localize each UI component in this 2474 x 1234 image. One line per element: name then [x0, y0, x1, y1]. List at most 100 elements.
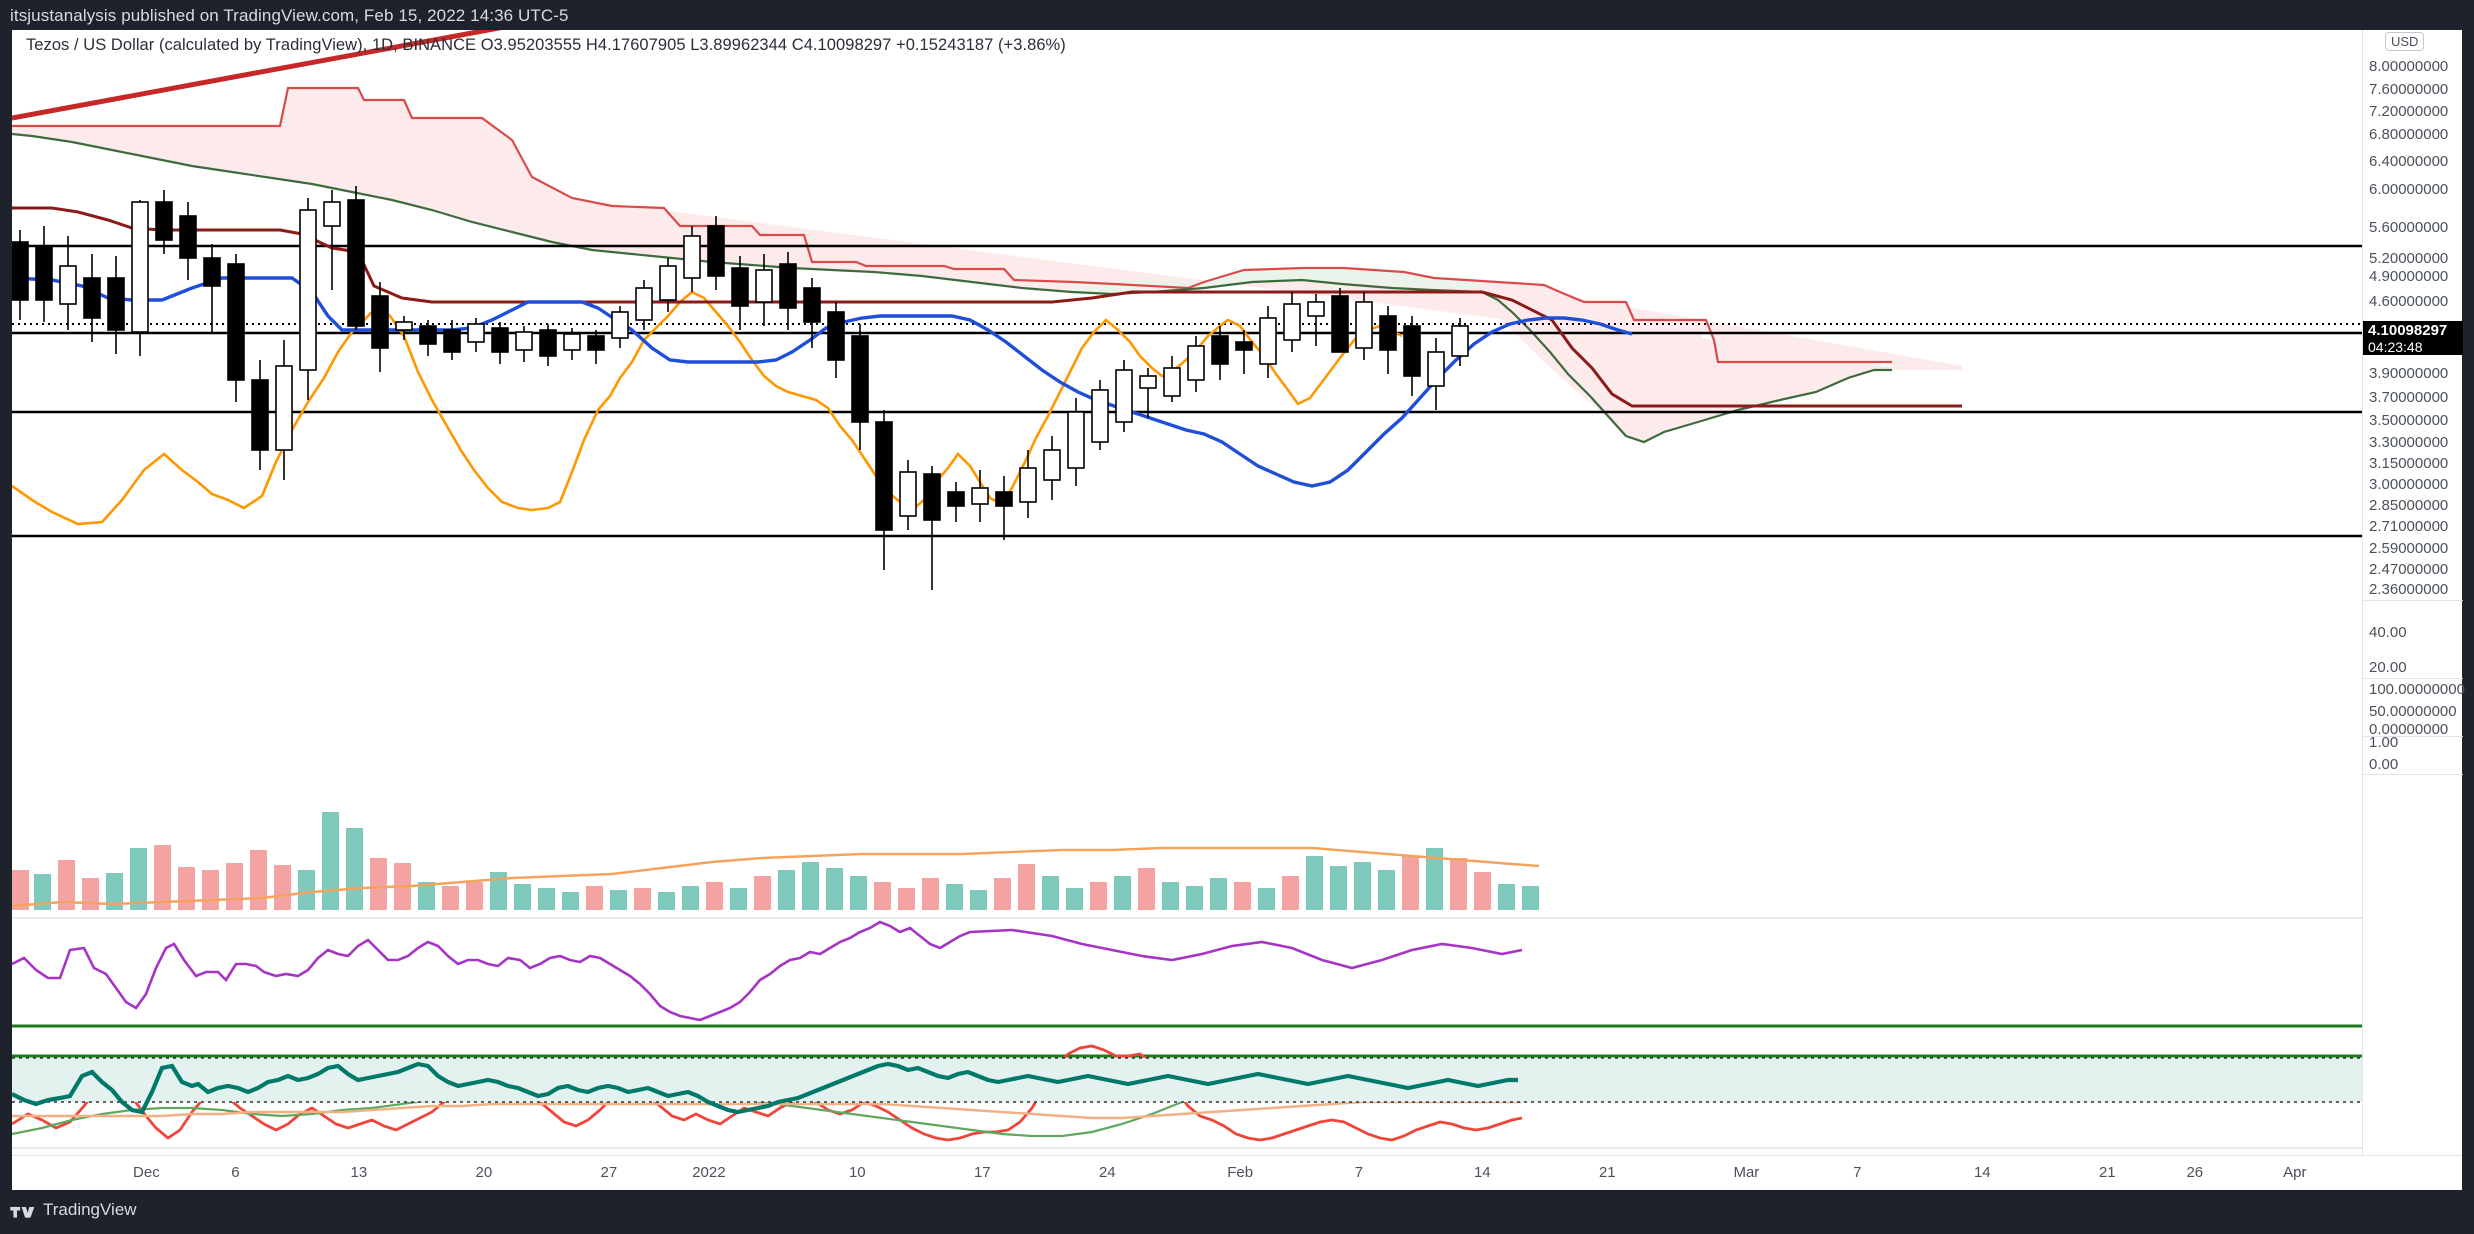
candle	[1067, 398, 1085, 486]
volume-bar	[490, 872, 507, 910]
current-price-value: 4.10098297	[2368, 322, 2448, 339]
candle	[707, 216, 725, 290]
price-scale-label: 3.15000000	[2369, 455, 2449, 472]
volume-bar	[298, 870, 315, 910]
candle	[1427, 338, 1445, 410]
candle	[275, 340, 293, 480]
price-scale-label: 2.36000000	[2369, 581, 2449, 598]
volume-bar	[1162, 882, 1179, 910]
descending-trendline	[12, 30, 502, 121]
volume-bar	[586, 886, 603, 910]
volume-bar	[82, 878, 99, 910]
candle	[779, 252, 797, 330]
candle	[611, 306, 629, 348]
chikou-span-line	[12, 290, 1403, 526]
kumo-region-right	[1480, 281, 1962, 370]
oscillator-line	[12, 1061, 1518, 1115]
volume-pane	[12, 812, 2362, 919]
kumo-band-main	[12, 88, 1892, 442]
tenkan-sen-line	[12, 276, 1633, 488]
volume-bar	[994, 878, 1011, 910]
volume-bar	[778, 870, 795, 910]
candle	[971, 470, 989, 522]
price-scale-label: 3.00000000	[2369, 476, 2449, 493]
volume-bar	[1354, 862, 1371, 910]
candle	[995, 476, 1013, 540]
candle	[803, 278, 821, 348]
volume-bar	[1114, 876, 1131, 910]
candle	[1115, 360, 1133, 432]
candle	[371, 282, 389, 372]
candle	[539, 324, 557, 366]
currency-badge: USD	[2385, 32, 2425, 51]
time-scale[interactable]: Dec 6 13 20 27 2022 10 17 24 Feb 7 14 21 Mar 7 14 21 26 Ap…	[12, 1155, 2462, 1190]
volume-bar	[922, 878, 939, 910]
candle	[635, 280, 653, 330]
price-scale-label: 2.71000000	[2369, 518, 2449, 535]
volume-bar	[850, 876, 867, 910]
candle	[875, 410, 893, 570]
volume-bar	[514, 884, 531, 910]
price-scale[interactable]: USD 8.00000000 7.60000000 7.20000000 6.8000…	[2362, 30, 2465, 1190]
volume-bar	[1018, 864, 1035, 910]
volume-bar	[1090, 882, 1107, 910]
candle	[59, 236, 77, 330]
volume-bar	[802, 862, 819, 910]
candle	[227, 254, 245, 402]
price-scale-label: 0.00000000	[2369, 721, 2449, 738]
candle	[1379, 306, 1397, 374]
time-scale-label: 7	[1354, 1164, 1364, 1181]
time-scale-label: Mar	[1733, 1164, 1760, 1181]
volume-bar	[1186, 886, 1203, 910]
candle	[155, 190, 173, 254]
time-scale-label: 14	[1473, 1164, 1491, 1181]
price-scale-divider	[2363, 600, 2463, 601]
tradingview-logo[interactable]: TradingView	[10, 1200, 137, 1220]
volume-bars	[12, 812, 1539, 910]
time-scale-label: 24	[1098, 1164, 1116, 1181]
chart-legend: Tezos / US Dollar (calculated by Trading…	[26, 36, 1066, 54]
current-price-tag: 4.10098297 04:23:48	[2363, 321, 2463, 355]
price-scale-label: 3.50000000	[2369, 412, 2449, 429]
candle	[1235, 330, 1253, 374]
price-scale-label: 3.90000000	[2369, 365, 2449, 382]
price-scale-label: 0.00	[2369, 756, 2399, 773]
candle	[443, 320, 461, 360]
price-scale-label: 3.70000000	[2369, 389, 2449, 406]
candle	[179, 202, 197, 280]
price-scale-label: 100.00000000	[2369, 681, 2465, 698]
volume-bar	[1210, 878, 1227, 910]
volume-bar	[706, 882, 723, 910]
volume-bar	[682, 886, 699, 910]
volume-bar	[154, 845, 171, 910]
price-scale-label: 40.00	[2369, 624, 2407, 641]
volume-ma-line	[12, 846, 1540, 908]
candle	[1403, 316, 1421, 396]
candle	[515, 326, 533, 362]
volume-bar	[442, 886, 459, 910]
volume-bar	[658, 892, 675, 910]
chart-plot-area[interactable]	[12, 30, 2362, 1155]
candle	[1019, 450, 1037, 518]
volume-bar	[946, 884, 963, 910]
candle	[587, 330, 605, 364]
candle	[1139, 368, 1157, 418]
price-scale-label: 7.20000000	[2369, 103, 2449, 120]
volume-bar	[538, 888, 555, 910]
volume-bar	[250, 850, 267, 910]
adx-red-line	[12, 1044, 1523, 1142]
volume-bar	[610, 890, 627, 910]
candle	[1355, 292, 1373, 360]
price-scale-label: 6.00000000	[2369, 181, 2449, 198]
volume-bar	[1522, 886, 1539, 910]
candle	[83, 254, 101, 342]
volume-bar	[826, 868, 843, 910]
kijun-sen-line	[12, 206, 1962, 408]
time-scale-label: 2022	[692, 1164, 726, 1181]
volume-bar	[106, 873, 123, 910]
senkou-span-a-line	[12, 86, 1892, 364]
candle	[323, 190, 341, 290]
volume-bar	[274, 865, 291, 910]
price-scale-divider	[2363, 736, 2463, 737]
candle	[827, 302, 845, 378]
